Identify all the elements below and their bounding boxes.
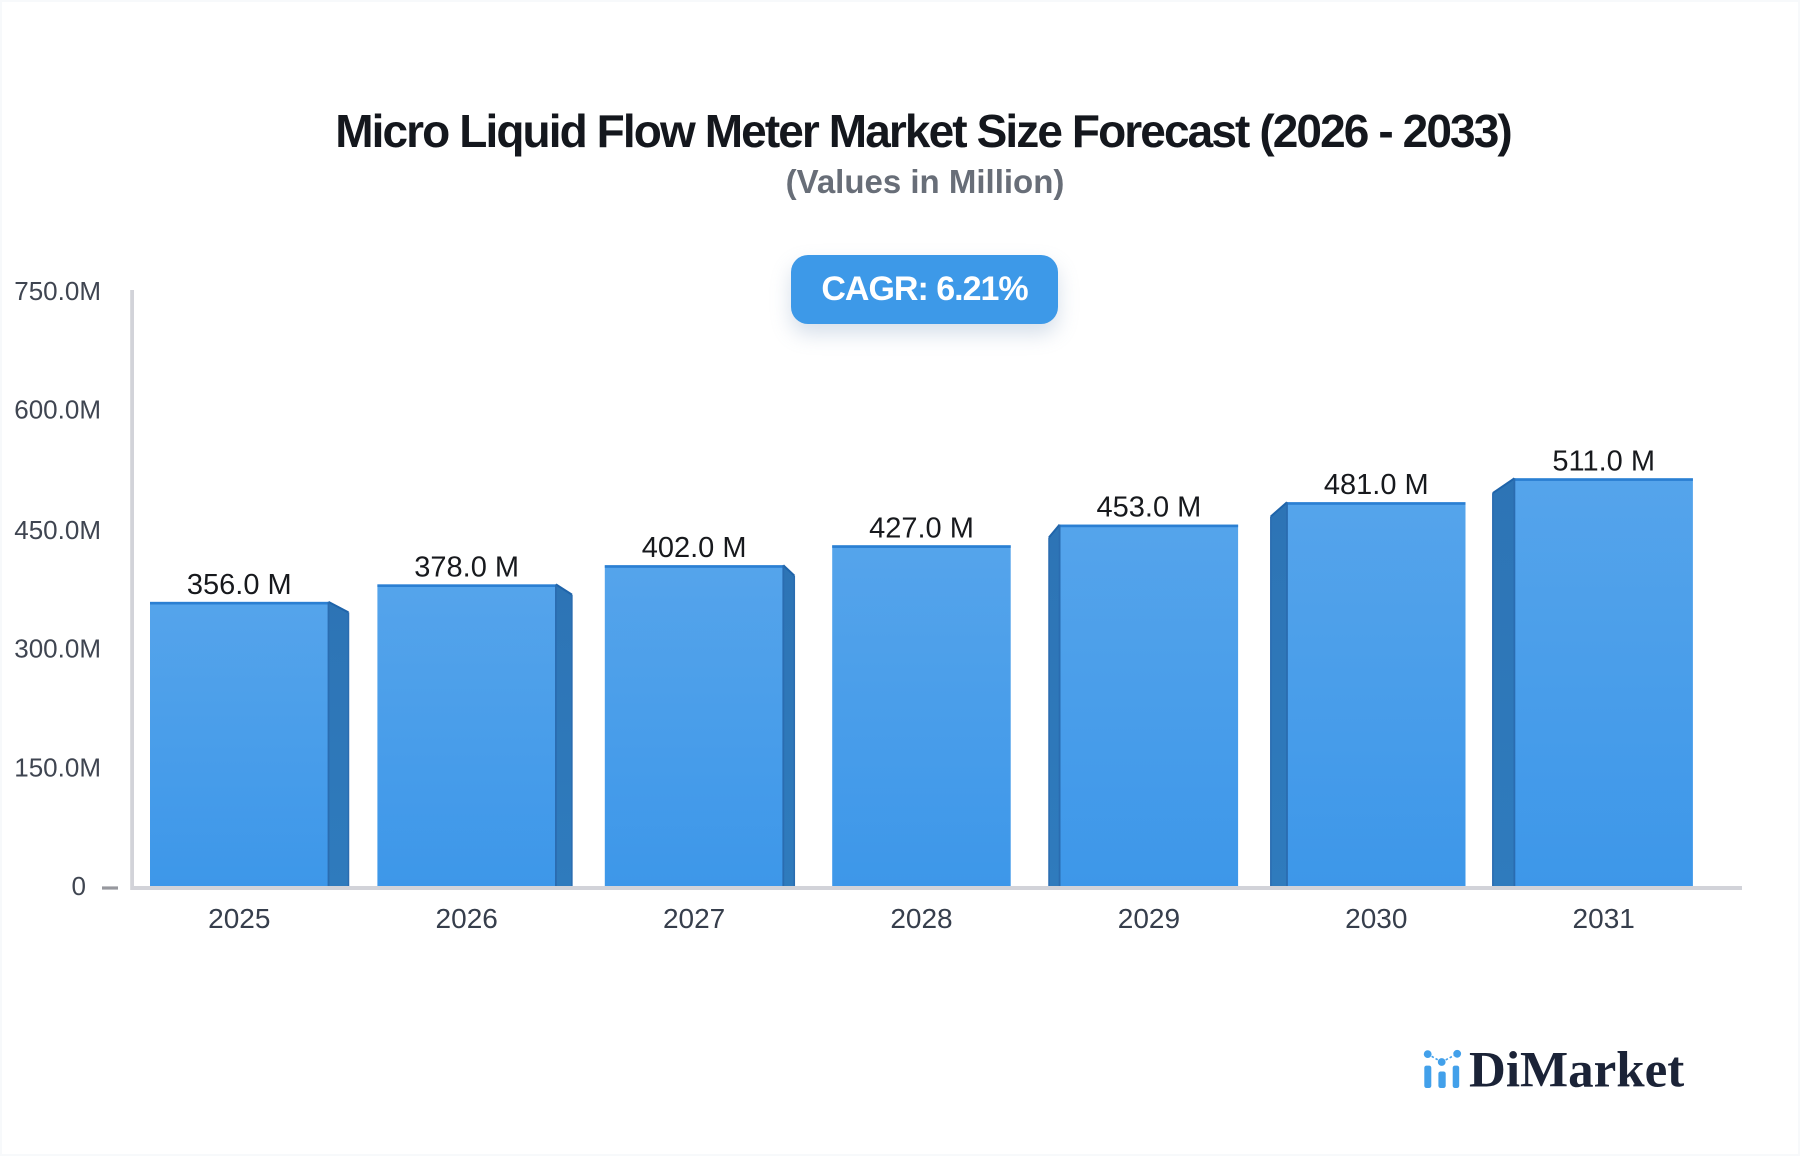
svg-text:2026: 2026 bbox=[436, 903, 498, 934]
svg-text:427.0 M: 427.0 M bbox=[869, 512, 974, 544]
svg-text:481.0 M: 481.0 M bbox=[1324, 469, 1429, 501]
svg-text:450.0M: 450.0M bbox=[14, 515, 101, 545]
svg-text:2030: 2030 bbox=[1345, 903, 1407, 934]
svg-text:300.0M: 300.0M bbox=[14, 634, 101, 664]
svg-text:2029: 2029 bbox=[1118, 903, 1180, 934]
svg-text:600.0M: 600.0M bbox=[14, 395, 101, 425]
svg-text:2027: 2027 bbox=[663, 903, 725, 934]
svg-text:750.0M: 750.0M bbox=[14, 276, 101, 306]
svg-text:511.0 M: 511.0 M bbox=[1552, 445, 1655, 477]
svg-text:DiMarket: DiMarket bbox=[1469, 1043, 1684, 1099]
svg-text:150.0M: 150.0M bbox=[14, 753, 101, 783]
svg-text:2028: 2028 bbox=[890, 903, 952, 934]
svg-text:402.0 M: 402.0 M bbox=[642, 532, 747, 564]
svg-text:356.0 M: 356.0 M bbox=[187, 569, 292, 601]
svg-text:2025: 2025 bbox=[208, 903, 270, 934]
svg-text:2031: 2031 bbox=[1573, 903, 1635, 934]
svg-text:453.0 M: 453.0 M bbox=[1097, 492, 1202, 524]
svg-text:378.0 M: 378.0 M bbox=[414, 551, 519, 583]
svg-text:0: 0 bbox=[72, 871, 86, 901]
